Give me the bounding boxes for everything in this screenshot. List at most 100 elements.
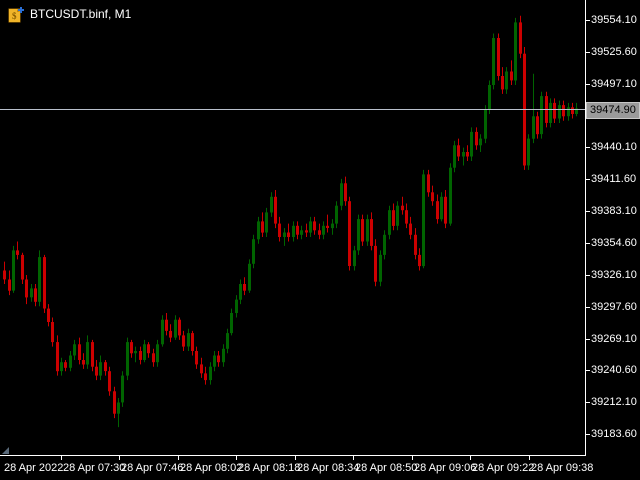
candle-body <box>422 174 425 267</box>
candle-body <box>152 353 155 363</box>
candle-body <box>470 131 473 157</box>
time-tick <box>529 456 530 460</box>
time-label: 28 Apr 07:46 <box>121 462 184 474</box>
candle-body <box>99 362 102 376</box>
chart-title-bar: $ BTCUSDT.binf, M1 <box>0 0 640 28</box>
candle-body <box>501 76 504 90</box>
candle-body <box>510 71 513 81</box>
candle-body <box>527 138 530 166</box>
candle-body <box>25 279 28 298</box>
price-label: 39383.10 <box>591 205 637 217</box>
time-label: 28 Apr 07:30 <box>63 462 126 474</box>
candle-body <box>104 362 107 372</box>
candle-body <box>21 254 24 280</box>
candle-body <box>405 210 408 224</box>
candle-body <box>226 333 229 349</box>
candle-body <box>265 212 268 233</box>
candle-body <box>34 288 37 302</box>
price-label: 39326.10 <box>591 269 637 281</box>
candle-body <box>558 105 561 119</box>
candle-body <box>401 205 404 211</box>
candle-body <box>575 108 578 114</box>
candle-body <box>161 319 164 345</box>
candle-body <box>492 38 495 85</box>
time-tick <box>178 456 179 460</box>
candle-body <box>73 344 76 356</box>
candle-body <box>204 373 207 381</box>
candle-body <box>366 219 369 242</box>
candle-body <box>82 360 85 365</box>
chart-plot-area[interactable] <box>0 0 585 455</box>
candle-body <box>235 299 238 313</box>
time-label: 28 Apr 09:38 <box>531 462 594 474</box>
current-price-line <box>0 109 585 110</box>
candle-body <box>60 362 63 372</box>
candle-body <box>147 344 150 354</box>
price-tick <box>586 339 590 340</box>
time-tick <box>470 456 471 460</box>
time-tick <box>353 456 354 460</box>
candle-body <box>12 250 15 291</box>
price-tick <box>586 52 590 53</box>
candle-body <box>217 355 220 363</box>
time-label: 28 Apr 08:18 <box>238 462 301 474</box>
price-tick <box>586 20 590 21</box>
candle-body <box>571 107 574 114</box>
time-label: 28 Apr 08:02 <box>180 462 243 474</box>
time-scale[interactable]: 28 Apr 2022 28 Apr 07:30 28 Apr 07:46 28 Ap… <box>0 456 640 480</box>
candle-body <box>383 234 386 255</box>
candle-body <box>292 225 295 237</box>
time-label: 28 Apr 08:50 <box>355 462 418 474</box>
candle-body <box>392 210 395 226</box>
candle-body <box>370 219 373 246</box>
candle-body <box>374 245 377 282</box>
price-scale[interactable]: 39554.1039525.6039497.1039468.6039440.10… <box>586 0 640 455</box>
candle-body <box>91 342 94 367</box>
price-tick <box>586 243 590 244</box>
candle-body <box>431 192 434 202</box>
current-price-tag: 39474.90 <box>586 102 640 119</box>
price-tick <box>586 211 590 212</box>
candle-body <box>519 22 522 54</box>
price-label: 39554.10 <box>591 14 637 26</box>
price-tick <box>586 402 590 403</box>
candle-body <box>396 205 399 226</box>
candle-body <box>222 348 225 363</box>
time-label: 28 Apr 09:22 <box>472 462 535 474</box>
candle-body <box>326 225 329 228</box>
candle-body <box>409 223 412 235</box>
candle-body <box>64 362 67 368</box>
candle-body <box>436 201 439 220</box>
candle-body <box>30 288 33 298</box>
candle-body <box>309 221 312 233</box>
candle-body <box>182 335 185 347</box>
candle-body <box>300 230 303 235</box>
candle-body <box>322 225 325 235</box>
candle-body <box>414 234 417 255</box>
candle-body <box>540 96 543 135</box>
candle-body <box>296 225 299 235</box>
price-tick <box>586 275 590 276</box>
price-label: 39183.60 <box>591 428 637 440</box>
time-label: 28 Apr 2022 <box>4 462 64 474</box>
chart-title-label: BTCUSDT.binf, M1 <box>30 7 132 21</box>
candle-body <box>549 102 552 123</box>
candle-body <box>43 257 46 309</box>
candle-body <box>440 196 443 220</box>
price-label: 39411.60 <box>591 173 637 185</box>
time-tick <box>236 456 237 460</box>
candle-body <box>348 201 351 266</box>
candle-body <box>56 342 59 372</box>
price-label: 39297.60 <box>591 301 637 313</box>
candle-body <box>427 174 430 193</box>
price-label: 39212.10 <box>591 396 637 408</box>
candle-body <box>305 230 308 233</box>
candle-body <box>274 196 277 224</box>
price-label: 39525.60 <box>591 46 637 58</box>
candle-body <box>8 279 11 291</box>
candle-body <box>457 145 460 157</box>
candle-body <box>134 351 137 354</box>
candle-body <box>230 313 233 334</box>
candle-body <box>344 183 347 202</box>
scroll-indicator-icon[interactable] <box>2 447 9 454</box>
